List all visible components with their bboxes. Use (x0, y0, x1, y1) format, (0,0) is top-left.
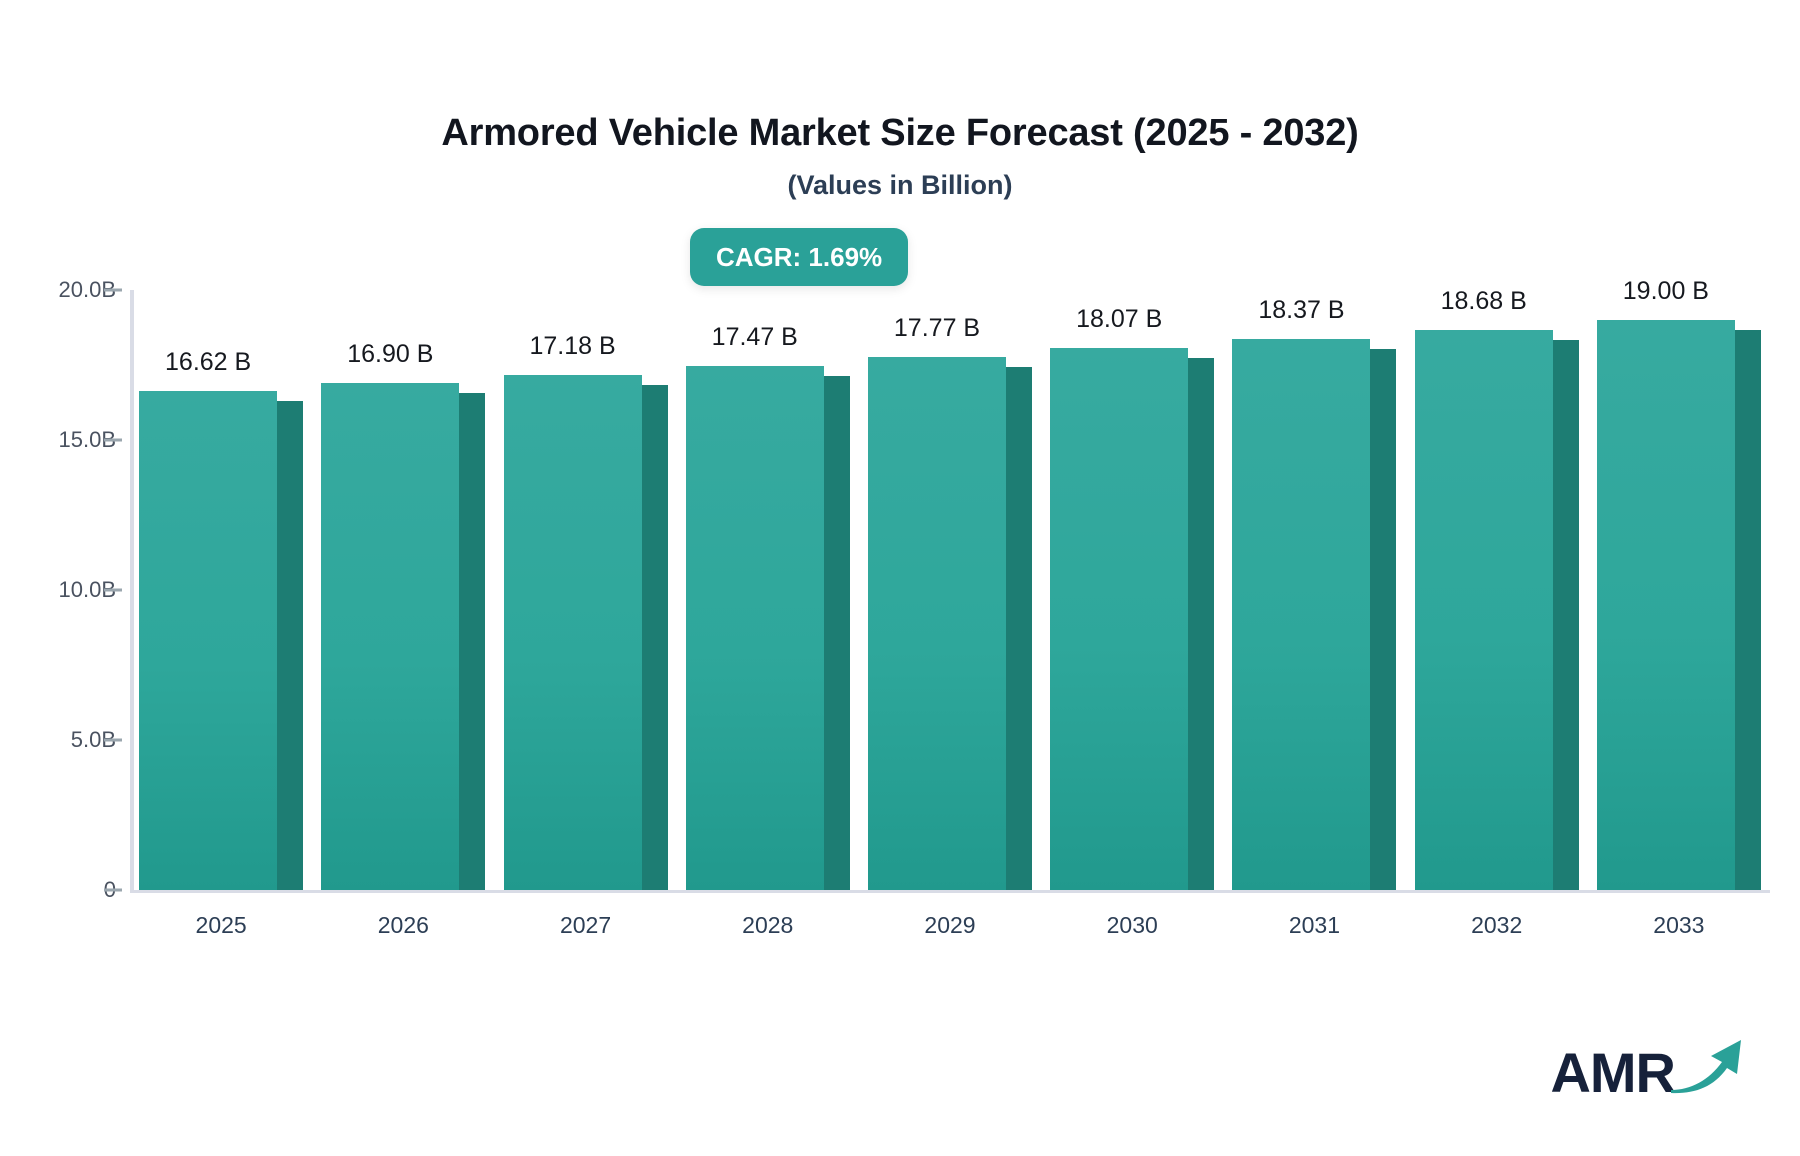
x-axis-tick-label: 2032 (1471, 912, 1523, 938)
y-axis-tick-mark (104, 738, 122, 742)
x-axis-tick-label: 2033 (1653, 912, 1705, 938)
bar-side-face (1552, 339, 1579, 890)
y-axis-tick-label: 10.0B (58, 577, 117, 602)
y-axis-tick-label: 5.0B (70, 727, 116, 752)
bar-column (685, 365, 850, 890)
bar-front-face (685, 365, 824, 890)
x-axis-tick-label: 2025 (195, 912, 247, 938)
x-axis-tick-label: 2028 (742, 912, 794, 938)
bar-series: 16.62 B 16.90 B 17.18 B 17.47 B 17.77 B 18.07… (130, 277, 1770, 890)
bar-side-face (1188, 357, 1215, 890)
bar-value-label: 17.47 B (711, 322, 798, 351)
x-axis-tick-label: 2027 (559, 912, 612, 938)
bar-column (1232, 338, 1397, 890)
bar-side-face (641, 384, 668, 890)
bar-front-face (1050, 347, 1189, 890)
bar-side-face (823, 375, 850, 890)
bar-value-label: 16.90 B (347, 340, 434, 368)
cagr-badge: CAGR: 1.69% (690, 228, 909, 286)
cagr-badge-label: CAGR: 1.69% (716, 241, 883, 272)
x-axis-tick-label: 2029 (924, 912, 976, 938)
bar-front-face (1596, 320, 1735, 890)
page-title: Armored Vehicle Market Size Forecast (20… (441, 112, 1359, 154)
bar-value-label: 18.68 B (1440, 286, 1527, 315)
bar-front-face (868, 356, 1006, 890)
bar-value-label: 17.77 B (893, 313, 981, 342)
y-axis-tick-label: 15.0B (58, 427, 117, 452)
x-axis-tick-label: 2026 (377, 912, 429, 938)
bar-value-label: 17.18 B (529, 331, 616, 360)
bar-side-face (459, 393, 486, 890)
bar-front-face (1414, 329, 1553, 890)
bar-value-label: 18.37 B (1258, 295, 1345, 324)
bar-front-face (321, 383, 460, 890)
arrow-up-right-icon (1667, 1032, 1745, 1099)
bar-value-label: 18.07 B (1076, 304, 1163, 333)
x-axis-tick-label: 2031 (1288, 912, 1341, 938)
y-axis-tick-label: 0 (0, 877, 116, 903)
y-axis-tick-mark (104, 438, 122, 442)
bar-column (868, 356, 1032, 890)
bar-column (321, 383, 486, 890)
bar-front-face (1232, 338, 1371, 890)
y-axis-line (130, 290, 134, 890)
bar-side-face (277, 401, 304, 890)
bar-value-label: 16.62 B (165, 348, 252, 377)
bar-column (139, 391, 304, 890)
bar-column (1414, 329, 1579, 890)
bar-side-face (1734, 330, 1761, 890)
logo-text: AMR (1550, 1041, 1676, 1104)
bar-side-face (1006, 366, 1032, 890)
x-axis-tick-label: 2030 (1106, 912, 1158, 938)
bar-value-label: 19.00 B (1622, 277, 1709, 305)
page-subtitle: (Values in Billion) (787, 170, 1013, 200)
amr-logo: AMR (1550, 1032, 1745, 1101)
y-axis-tick-mark (104, 588, 122, 592)
bar-column (503, 374, 668, 890)
bar-column (1596, 320, 1761, 890)
x-axis-line (130, 890, 1770, 893)
bar-front-face (503, 374, 642, 890)
y-axis-tick-label: 20.0B (58, 277, 117, 302)
y-axis-tick-mark (104, 888, 122, 892)
y-axis-tick-mark (104, 288, 122, 292)
bar-front-face (139, 391, 278, 890)
bar-column (1050, 347, 1215, 890)
bar-side-face (1370, 348, 1397, 890)
